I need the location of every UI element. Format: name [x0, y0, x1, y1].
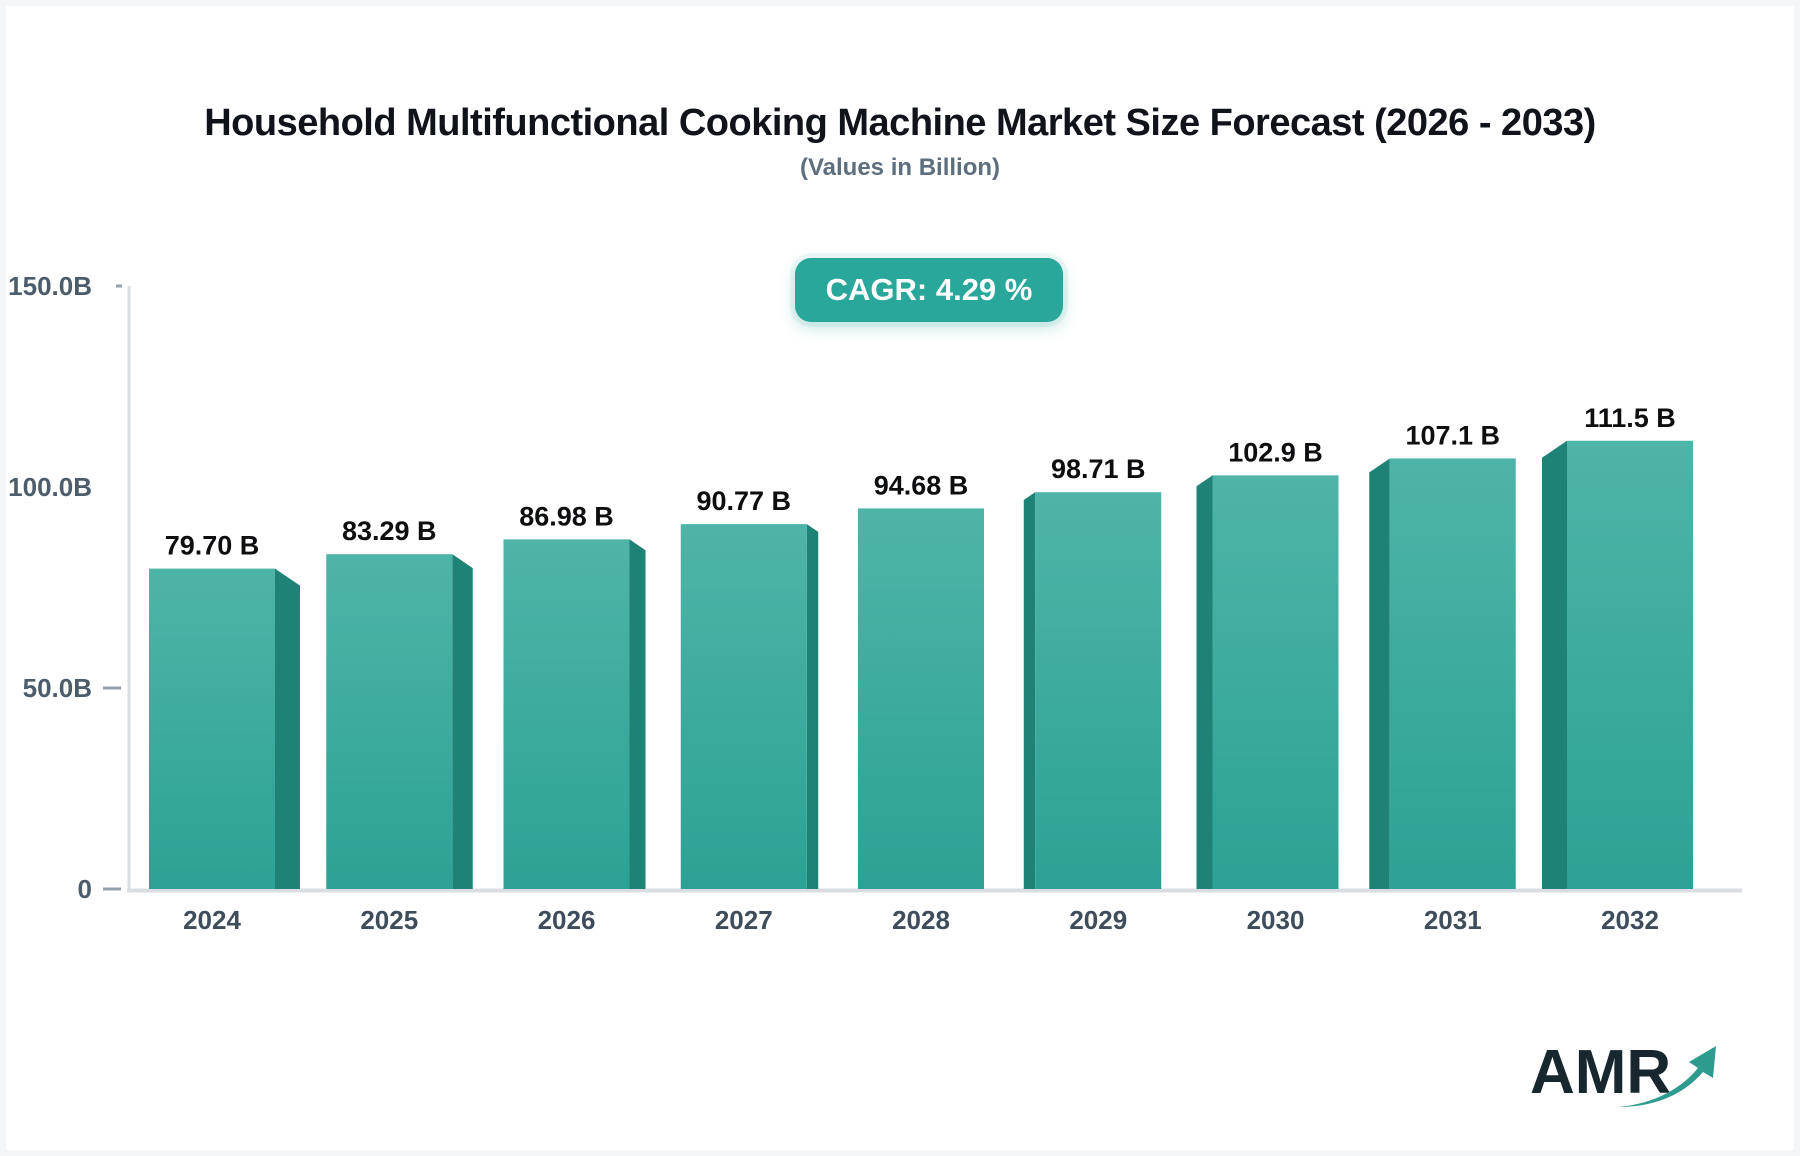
bar-side-2030 — [1196, 475, 1213, 889]
bar-value-label-2027: 90.77 B — [696, 486, 791, 516]
bar-value-label-2030: 102.9 B — [1228, 437, 1323, 467]
chart-card: Household Multifunctional Cooking Machin… — [6, 6, 1794, 1150]
x-axis-label-2029: 2029 — [1069, 905, 1127, 935]
bar-value-label-2025: 83.29 B — [342, 516, 437, 546]
bar-2031[interactable] — [1389, 458, 1516, 889]
x-axis-label-2031: 2031 — [1424, 905, 1482, 935]
bar-value-label-2029: 98.71 B — [1051, 454, 1146, 484]
y-axis-label-150: 150.0B — [8, 271, 92, 301]
growth-arrow-icon — [1618, 1046, 1716, 1107]
cagr-badge-label: CAGR: 4.29 % — [825, 272, 1033, 307]
x-axis-label-2032: 2032 — [1601, 905, 1659, 935]
y-axis-label-50: 50.0B — [23, 673, 92, 703]
x-axis-label-2030: 2030 — [1247, 905, 1305, 935]
y-axis-label-0: 0 — [78, 874, 92, 904]
bar-2024[interactable] — [149, 568, 275, 889]
x-axis-label-2026: 2026 — [538, 905, 596, 935]
bar-2027[interactable] — [680, 524, 807, 889]
amr-logo-text: AMR — [1530, 1038, 1672, 1107]
bar-side-2031 — [1369, 458, 1390, 889]
bar-side-2024 — [275, 568, 300, 889]
chart-title: Household Multifunctional Cooking Machin… — [204, 102, 1596, 144]
bar-side-2026 — [629, 539, 646, 889]
bar-side-2029 — [1023, 492, 1036, 889]
bar-side-2025 — [452, 554, 473, 889]
bar-side-2027 — [806, 524, 819, 889]
bar-value-label-2026: 86.98 B — [519, 501, 614, 531]
x-axis-label-2028: 2028 — [892, 905, 950, 935]
bar-value-label-2032: 111.5 B — [1584, 403, 1676, 433]
bar-side-2032 — [1542, 440, 1567, 889]
x-axis-label-2025: 2025 — [360, 905, 418, 935]
bar-2025[interactable] — [326, 554, 453, 889]
amr-logo: AMR — [1530, 1042, 1720, 1126]
x-axis-label-2024: 2024 — [183, 905, 241, 935]
bar-2030[interactable] — [1212, 475, 1339, 889]
bar-2029[interactable] — [1035, 492, 1162, 889]
y-axis-label-100: 100.0B — [8, 472, 92, 502]
bar-value-label-2028: 94.68 B — [874, 470, 969, 500]
bar-2028[interactable] — [858, 508, 984, 889]
bar-chart: 150.0B 100.0B 50.0B 0 79.70 B 2024 83.29 B 2025… — [8, 271, 1742, 935]
x-axis-label-2027: 2027 — [715, 905, 773, 935]
bar-value-label-2024: 79.70 B — [165, 531, 260, 561]
bar-2032[interactable] — [1567, 440, 1693, 889]
cagr-badge: CAGR: 4.29 % — [795, 258, 1063, 322]
chart-subtitle: (Values in Billion) — [799, 154, 1001, 181]
bar-2026[interactable] — [503, 539, 630, 889]
bar-value-label-2031: 107.1 B — [1405, 420, 1500, 450]
